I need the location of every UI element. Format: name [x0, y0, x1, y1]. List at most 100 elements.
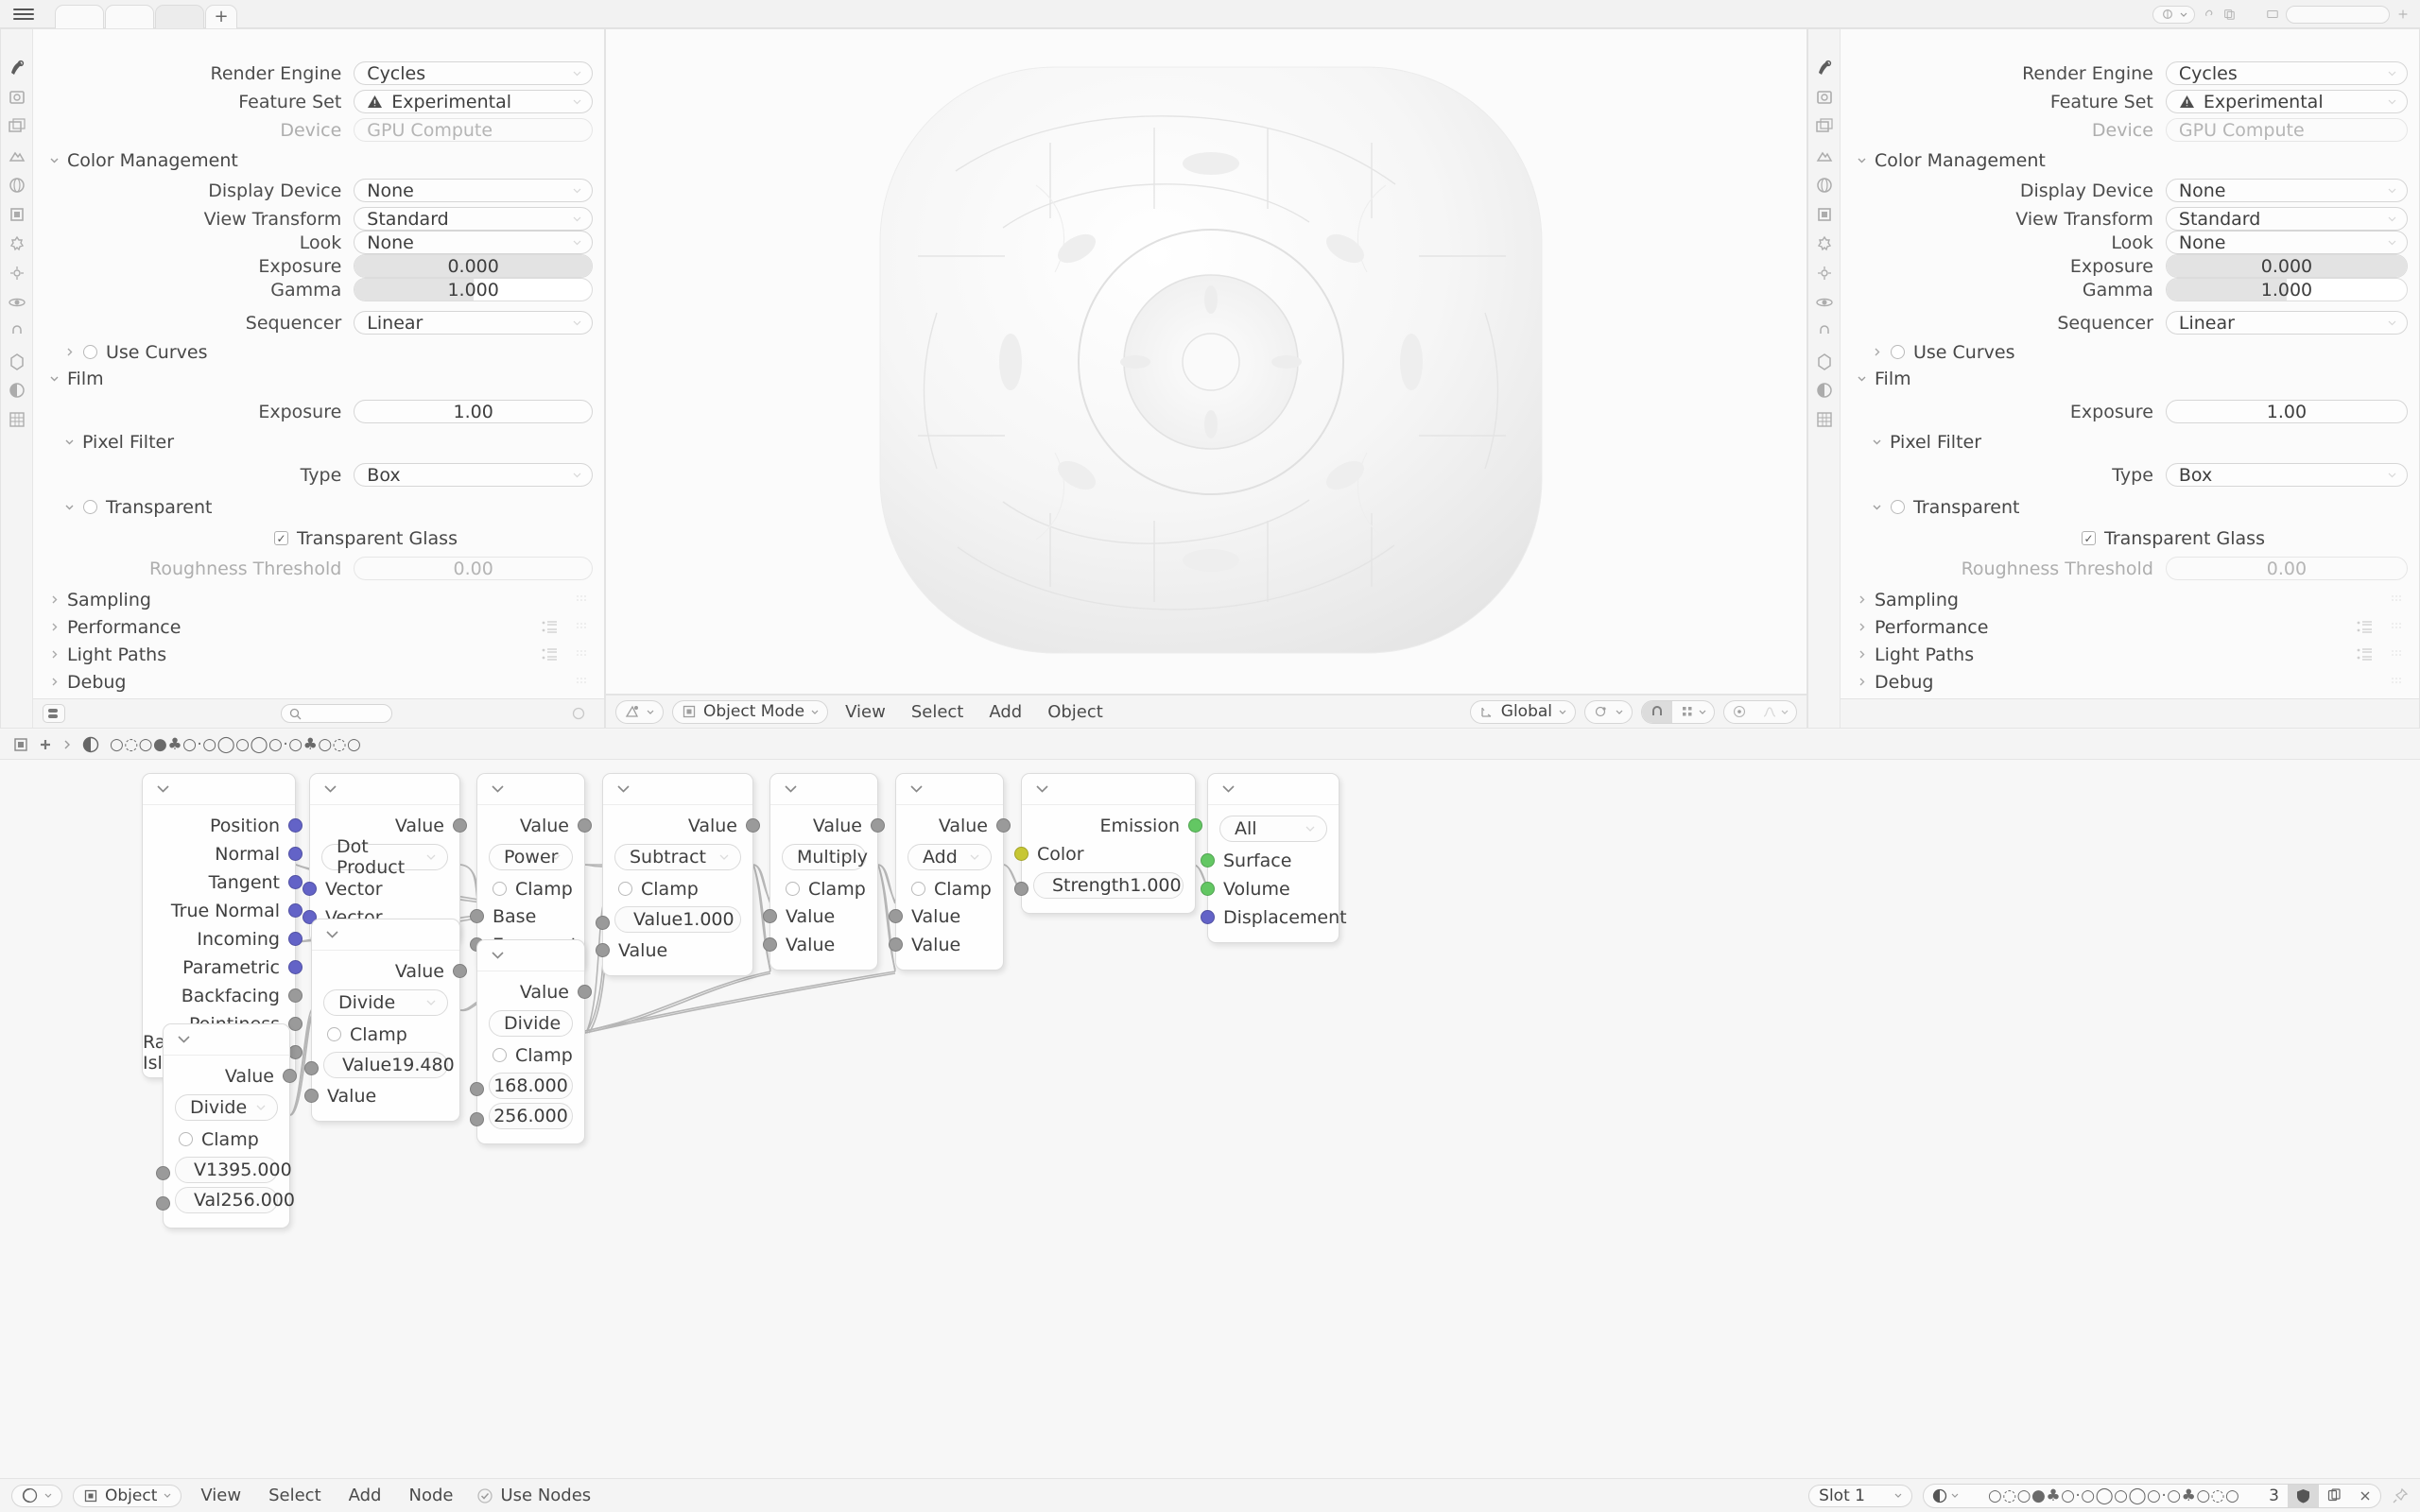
node-header[interactable]: [603, 774, 752, 805]
output-socket[interactable]: [288, 847, 302, 861]
editor-type-selector[interactable]: [615, 699, 664, 724]
input-socket[interactable]: [304, 1061, 319, 1075]
output-socket[interactable]: [746, 818, 760, 833]
node-header[interactable]: [770, 774, 877, 805]
sampling-section-header-r[interactable]: Sampling: [1841, 586, 2419, 613]
node-header[interactable]: [1208, 774, 1339, 805]
output-socket[interactable]: [288, 818, 302, 833]
output-socket[interactable]: [288, 1017, 302, 1031]
tab-particle-properties[interactable]: [7, 263, 27, 284]
node-input-socket-row[interactable]: Value: [304, 1082, 459, 1110]
clamp-checkbox[interactable]: [618, 882, 632, 896]
output-socket[interactable]: [288, 1045, 302, 1059]
node-output-socket-row[interactable]: Value: [310, 812, 467, 840]
node-input-socket-row[interactable]: Value: [889, 931, 1003, 959]
pixel-filter-section-header[interactable]: Pixel Filter: [33, 428, 604, 455]
node-output-socket-row[interactable]: Value: [477, 812, 592, 840]
tab-world-properties-right[interactable]: [1814, 175, 1835, 196]
node-header[interactable]: [477, 940, 584, 971]
transparent-glass-row-r[interactable]: ✓ Transparent Glass: [1841, 525, 2419, 551]
interaction-mode-selector[interactable]: Object Mode: [672, 699, 829, 724]
collapse-chevron-icon[interactable]: [491, 784, 505, 794]
clamp-checkbox[interactable]: [327, 1027, 341, 1041]
node-clamp-row[interactable]: Clamp: [477, 1041, 584, 1069]
browse-material-button[interactable]: [1924, 1485, 1967, 1507]
tab-modifier-properties-right[interactable]: [1814, 233, 1835, 254]
sampling-section-header[interactable]: Sampling: [33, 586, 604, 613]
tab-world-properties[interactable]: [7, 175, 27, 196]
add-breadcrumb-icon[interactable]: [39, 738, 52, 751]
view-layer-field[interactable]: [2286, 5, 2390, 24]
node-editor-type-icon[interactable]: [13, 737, 28, 752]
input-socket[interactable]: [1014, 847, 1028, 861]
feature-set-field-r[interactable]: Experimental: [2165, 90, 2408, 113]
output-socket[interactable]: [288, 960, 302, 974]
shader-editor-type-selector[interactable]: [11, 1484, 62, 1507]
node-operation-dropdown[interactable]: Subtract: [614, 844, 741, 870]
use-curves-row-r[interactable]: Use Curves: [1841, 339, 2419, 365]
performance-section-header-r[interactable]: Performance: [1841, 613, 2419, 641]
collapse-chevron-icon[interactable]: [491, 951, 505, 960]
output-socket[interactable]: [578, 985, 592, 999]
node-output-socket-row[interactable]: Value: [312, 957, 467, 986]
tab-render-properties[interactable]: [7, 58, 27, 78]
input-socket[interactable]: [470, 1082, 484, 1096]
pin-icon[interactable]: [2392, 1487, 2409, 1504]
node-clamp-row[interactable]: Clamp: [312, 1021, 459, 1048]
tab-physics-properties-right[interactable]: [1814, 292, 1835, 313]
input-socket[interactable]: [302, 882, 317, 896]
view-transform-field-r[interactable]: Standard: [2165, 207, 2408, 231]
node-operation-dropdown[interactable]: Power: [489, 844, 573, 870]
use-curves-checkbox-r[interactable]: [1891, 345, 1905, 359]
workspace-tab-2[interactable]: [105, 4, 154, 28]
node-clamp-row[interactable]: Clamp: [477, 875, 584, 902]
node-emission[interactable]: Emission Color Strength 1.000: [1014, 773, 1202, 914]
tab-render-properties-right[interactable]: [1814, 58, 1835, 78]
tab-material-properties-right[interactable]: [1814, 380, 1835, 401]
node-math-divide-2[interactable]: Value Divide Clamp 168.000 256.000: [470, 939, 592, 1144]
node-menu-add[interactable]: Add: [348, 1486, 382, 1505]
tab-material-properties[interactable]: [7, 380, 27, 401]
workspace-tab-3[interactable]: [155, 4, 204, 28]
clamp-checkbox[interactable]: [493, 882, 507, 896]
tab-modifier-properties[interactable]: [7, 233, 27, 254]
clamp-checkbox[interactable]: [493, 1048, 507, 1062]
node-input-socket-row[interactable]: Color: [1014, 840, 1195, 868]
use-curves-checkbox[interactable]: [83, 345, 97, 359]
node-input-socket-row[interactable]: Value: [596, 936, 752, 965]
material-icon[interactable]: [82, 736, 99, 753]
input-socket[interactable]: [763, 937, 777, 952]
node-input-socket-row[interactable]: Surface: [1201, 847, 1339, 875]
node-value-field[interactable]: 168.000: [489, 1073, 573, 1099]
node-header[interactable]: [310, 774, 459, 805]
node-vector-math-dot[interactable]: Value Dot Product Vector Vector: [302, 773, 467, 943]
collapse-chevron-icon[interactable]: [325, 930, 339, 939]
node-output-socket-row[interactable]: Value: [896, 812, 1011, 840]
pixel-filter-type-field[interactable]: Box: [354, 463, 593, 487]
node-output-socket-row[interactable]: True Normal: [143, 897, 302, 925]
node-header[interactable]: [312, 919, 459, 951]
node-header[interactable]: [1022, 774, 1195, 805]
node-header[interactable]: [896, 774, 1003, 805]
fake-user-button[interactable]: [2288, 1484, 2319, 1507]
node-output-socket-row[interactable]: Backfacing: [143, 982, 302, 1010]
tab-physics-properties[interactable]: [7, 292, 27, 313]
node-output-socket-row[interactable]: Tangent: [143, 868, 302, 897]
film-section-header[interactable]: Film: [33, 365, 604, 392]
viewport-menu-select[interactable]: Select: [910, 701, 964, 722]
node-math-power[interactable]: ValuePowerClampBaseExponent: [470, 773, 592, 971]
film-section-header-r[interactable]: Film: [1841, 365, 2419, 392]
tab-data-properties[interactable]: [7, 351, 27, 371]
viewport-menu-view[interactable]: View: [845, 701, 886, 722]
filter-button[interactable]: [43, 704, 65, 723]
node-output-socket-row[interactable]: Normal: [143, 840, 302, 868]
node-operation-dropdown[interactable]: Divide: [175, 1094, 278, 1121]
node-input-socket-row[interactable]: Vector: [302, 875, 459, 903]
node-output-socket-row[interactable]: Parametric: [143, 954, 302, 982]
node-menu-node[interactable]: Node: [408, 1486, 454, 1505]
input-socket[interactable]: [1201, 882, 1215, 896]
output-socket[interactable]: [288, 875, 302, 889]
node-output-socket-row[interactable]: Incoming: [143, 925, 302, 954]
light-paths-section-header[interactable]: Light Paths: [33, 641, 604, 668]
film-exposure-field-r[interactable]: 1.00: [2165, 400, 2408, 423]
